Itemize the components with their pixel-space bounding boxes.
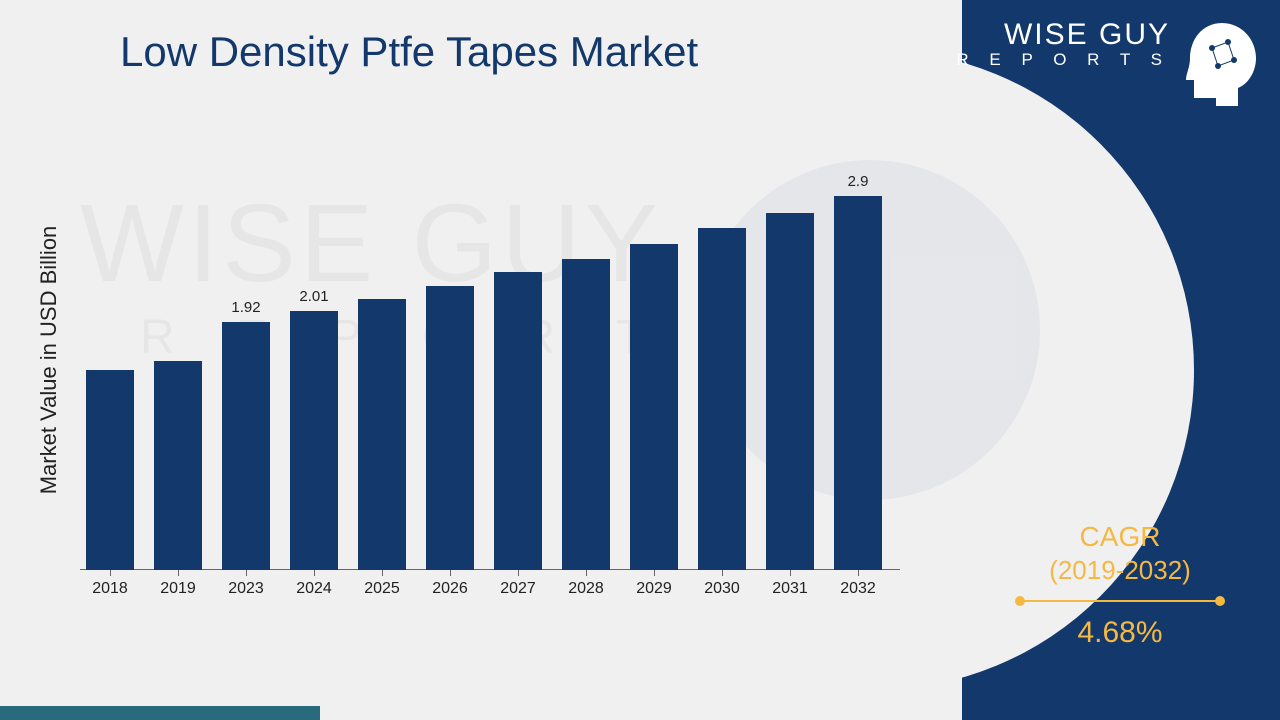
x-tick-mark xyxy=(110,570,111,576)
x-tick-mark xyxy=(450,570,451,576)
x-tick-label: 2028 xyxy=(568,580,604,598)
x-tick-mark xyxy=(246,570,247,576)
cagr-separator xyxy=(1020,600,1220,602)
x-tick-label: 2025 xyxy=(364,580,400,598)
bar xyxy=(426,286,474,570)
bar-value-label: 2.9 xyxy=(828,173,888,190)
bar-value-label: 2.01 xyxy=(284,288,344,305)
x-tick-label: 2032 xyxy=(840,580,876,598)
bar xyxy=(494,272,542,570)
bar-chart: 2018201920231.9220242.012025202620272028… xyxy=(80,170,900,570)
x-tick-label: 2018 xyxy=(92,580,128,598)
x-tick-mark xyxy=(722,570,723,576)
x-tick-label: 2031 xyxy=(772,580,808,598)
x-tick-mark xyxy=(178,570,179,576)
brand-logo: WISE GUY R E P O R T S xyxy=(956,18,1170,70)
cagr-value: 4.68% xyxy=(1000,616,1240,650)
bar xyxy=(290,311,338,570)
brain-head-icon xyxy=(1182,18,1262,108)
brand-logo-line2: R E P O R T S xyxy=(956,50,1170,70)
x-tick-label: 2026 xyxy=(432,580,468,598)
cagr-title: CAGR xyxy=(1000,521,1240,553)
x-tick-label: 2027 xyxy=(500,580,536,598)
x-tick-label: 2029 xyxy=(636,580,672,598)
brand-logo-line1: WISE GUY xyxy=(956,18,1170,52)
bar xyxy=(154,361,202,570)
bar xyxy=(86,370,134,570)
bar xyxy=(766,213,814,570)
cagr-box: CAGR (2019-2032) 4.68% xyxy=(1000,521,1240,650)
bar xyxy=(834,196,882,570)
cagr-period: (2019-2032) xyxy=(1000,555,1240,586)
x-tick-mark xyxy=(314,570,315,576)
bar-value-label: 1.92 xyxy=(216,299,276,316)
x-tick-mark xyxy=(382,570,383,576)
chart-title: Low Density Ptfe Tapes Market xyxy=(120,28,698,76)
bar xyxy=(562,259,610,570)
bottom-accent-bar xyxy=(0,706,320,720)
x-tick-mark xyxy=(790,570,791,576)
x-tick-mark xyxy=(586,570,587,576)
y-axis-label: Market Value in USD Billion xyxy=(36,160,62,560)
bar xyxy=(358,299,406,570)
x-tick-label: 2024 xyxy=(296,580,332,598)
bar xyxy=(222,322,270,570)
x-tick-mark xyxy=(518,570,519,576)
x-tick-label: 2023 xyxy=(228,580,264,598)
infographic-canvas: WISE GUY R E P O R T S WISE GUY R E P O … xyxy=(0,0,1280,720)
x-tick-label: 2030 xyxy=(704,580,740,598)
bar xyxy=(698,228,746,570)
x-tick-mark xyxy=(858,570,859,576)
bar xyxy=(630,244,678,570)
x-tick-mark xyxy=(654,570,655,576)
x-tick-label: 2019 xyxy=(160,580,196,598)
